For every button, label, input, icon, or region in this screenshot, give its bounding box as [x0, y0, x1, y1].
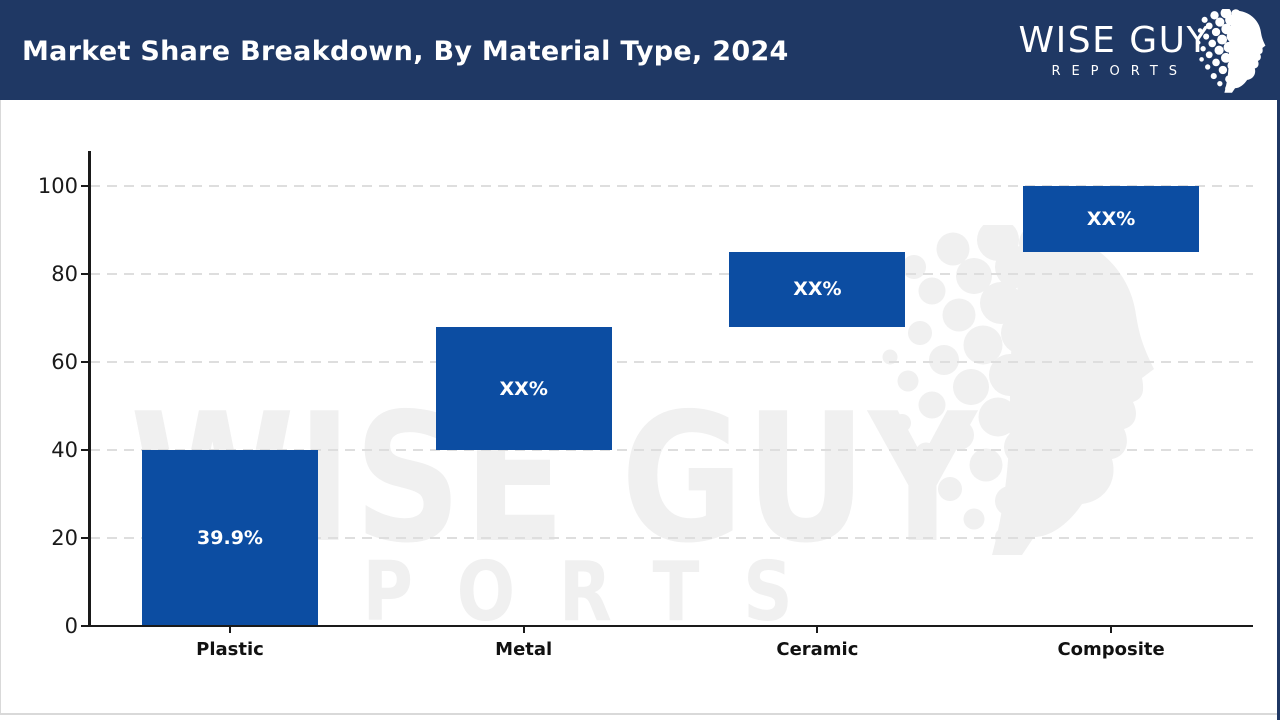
x-category-label-ceramic: Ceramic — [776, 639, 859, 660]
bar-metal: XX% — [435, 326, 612, 451]
y-tick-mark-0 — [81, 625, 88, 627]
page-border-left — [0, 100, 1, 714]
y-tick-mark-20 — [81, 537, 88, 539]
bar-plastic: 39.9% — [142, 450, 318, 626]
gridline-60 — [90, 361, 1253, 363]
gridline-40 — [90, 449, 1253, 451]
logo-wordmark: WISE GUY — [1018, 20, 1210, 61]
gridline-100 — [90, 185, 1253, 187]
y-axis-line — [88, 151, 91, 627]
header-bar: Market Share Breakdown, By Material Type… — [0, 0, 1280, 100]
logo-subtitle: REPORTS — [1051, 64, 1189, 79]
logo-text: WISE GUY REPORTS — [1018, 20, 1211, 80]
y-tick-label-0: 0 — [64, 614, 78, 638]
y-tick-mark-100 — [81, 185, 88, 187]
bar-value-label-metal: XX% — [499, 377, 548, 400]
y-tick-mark-60 — [81, 361, 88, 363]
x-tick-mark-metal — [522, 627, 525, 633]
y-tick-mark-80 — [81, 273, 88, 275]
bar-value-label-composite: XX% — [1086, 208, 1136, 230]
wiseguy-head-icon — [1196, 9, 1266, 93]
bar-composite: XX% — [1023, 186, 1200, 252]
bar-value-label-ceramic: XX% — [793, 278, 842, 301]
x-tick-mark-composite — [1110, 627, 1113, 633]
y-tick-label-100: 100 — [37, 174, 78, 198]
bar-value-label-plastic: 39.9% — [197, 527, 263, 550]
y-tick-label-40: 40 — [51, 438, 78, 462]
gridline-20 — [90, 537, 1253, 539]
y-tick-mark-40 — [81, 449, 88, 451]
x-category-label-metal: Metal — [495, 639, 553, 660]
page-border-right — [1277, 100, 1280, 720]
gridline-80 — [90, 273, 1253, 275]
page-title: Market Share Breakdown, By Material Type… — [22, 36, 789, 67]
x-tick-mark-plastic — [229, 627, 231, 633]
y-tick-label-20: 20 — [51, 526, 78, 550]
y-tick-label-60: 60 — [51, 350, 78, 374]
page-border-bottom — [0, 713, 1277, 715]
x-category-label-plastic: Plastic — [196, 639, 264, 660]
x-category-label-composite: Composite — [1057, 639, 1165, 660]
x-axis-line — [88, 624, 1253, 627]
x-tick-mark-ceramic — [816, 627, 819, 633]
wiseguy-logo: WISE GUY REPORTS — [1019, 8, 1271, 94]
bar-ceramic: XX% — [729, 252, 906, 327]
y-tick-label-80: 80 — [51, 262, 78, 286]
